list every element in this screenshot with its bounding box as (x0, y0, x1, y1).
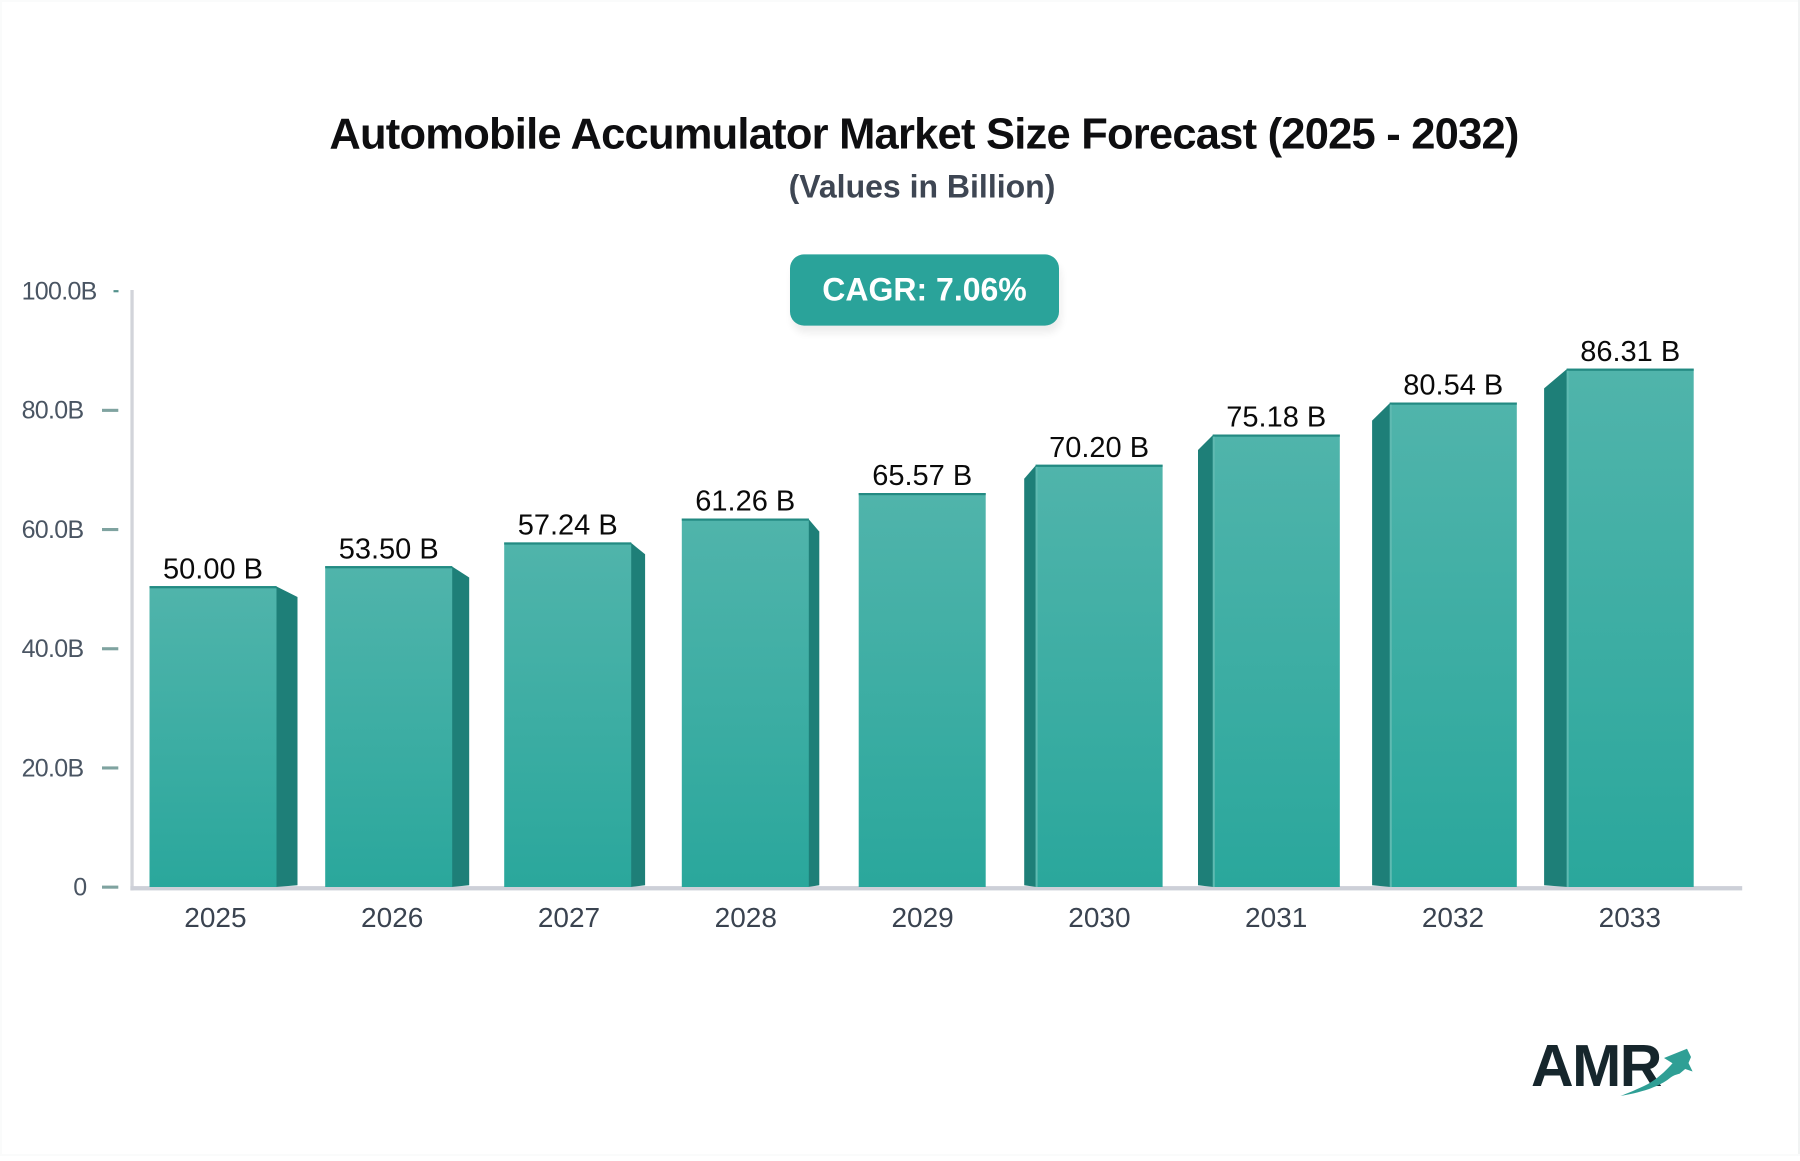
svg-text:100.0B: 100.0B (22, 278, 97, 306)
svg-text:Automobile Accumulator Market: Automobile Accumulator Market Size Forec… (329, 110, 1518, 158)
svg-text:61.26 B: 61.26 B (695, 486, 795, 518)
svg-text:2026: 2026 (361, 902, 423, 933)
svg-text:50.00 B: 50.00 B (163, 553, 263, 585)
svg-text:2027: 2027 (538, 902, 600, 933)
svg-text:2025: 2025 (184, 902, 246, 933)
svg-text:2032: 2032 (1422, 902, 1484, 933)
svg-text:2029: 2029 (891, 902, 953, 933)
svg-text:2033: 2033 (1599, 902, 1661, 933)
svg-text:2028: 2028 (715, 902, 777, 933)
svg-text:2031: 2031 (1245, 902, 1307, 933)
svg-text:70.20 B: 70.20 B (1049, 432, 1149, 464)
svg-text:57.24 B: 57.24 B (518, 510, 618, 542)
svg-text:65.57 B: 65.57 B (872, 460, 972, 492)
svg-text:60.0B: 60.0B (22, 516, 84, 544)
svg-text:75.18 B: 75.18 B (1226, 402, 1326, 434)
svg-text:20.0B: 20.0B (22, 754, 84, 782)
svg-text:2030: 2030 (1068, 902, 1130, 933)
svg-text:80.0B: 80.0B (22, 397, 84, 425)
svg-text:53.50 B: 53.50 B (339, 533, 439, 565)
svg-text:0: 0 (73, 874, 86, 902)
svg-text:80.54 B: 80.54 B (1403, 370, 1503, 402)
svg-text:40.0B: 40.0B (22, 635, 84, 663)
svg-text:(Values in Billion): (Values in Billion) (789, 169, 1056, 205)
svg-text:86.31 B: 86.31 B (1580, 336, 1680, 368)
svg-text:CAGR: 7.06%: CAGR: 7.06% (822, 272, 1027, 308)
